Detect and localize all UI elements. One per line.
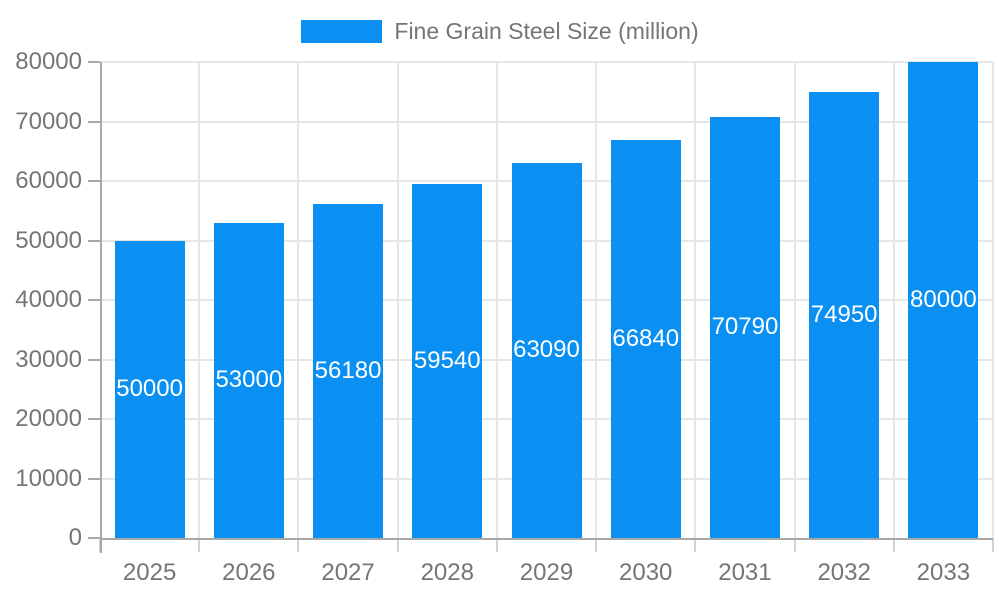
x-tick — [892, 538, 895, 552]
x-axis-tick-label: 2031 — [718, 559, 772, 586]
y-axis-tick-label: 0 — [68, 524, 82, 551]
x-axis-line — [100, 538, 993, 540]
x-axis-tick-label: 2032 — [817, 559, 871, 586]
x-tick — [198, 538, 201, 552]
legend-swatch — [301, 19, 383, 43]
v-gridline — [694, 62, 697, 538]
x-axis-tick-label: 2025 — [122, 559, 177, 586]
x-tick — [992, 538, 994, 552]
x-tick — [694, 538, 697, 552]
bar — [412, 183, 483, 538]
bar — [511, 162, 582, 538]
bar-value-label: 56180 — [314, 356, 382, 384]
y-axis-tick-label: 80000 — [15, 48, 82, 75]
v-gridline — [396, 62, 399, 538]
x-axis-tick-label: 2028 — [420, 559, 474, 586]
y-axis-tick-label: 10000 — [15, 464, 82, 492]
bar-value-label: 70790 — [711, 313, 779, 341]
legend: Fine Grain Steel Size (million) — [0, 18, 1000, 44]
v-gridline — [793, 62, 796, 538]
y-axis-tick-label: 30000 — [15, 345, 82, 373]
x-tick — [595, 538, 598, 552]
bar-value-label: 74950 — [810, 301, 878, 329]
x-axis-tick-label: 2026 — [222, 559, 276, 586]
y-tick — [88, 358, 100, 361]
v-gridline — [495, 62, 498, 538]
bar — [610, 140, 681, 538]
y-tick — [88, 477, 100, 480]
y-tick — [88, 299, 100, 301]
y-axis-tick-label: 40000 — [15, 286, 82, 313]
bar-value-label: 50000 — [116, 375, 183, 403]
v-gridline — [892, 62, 895, 538]
bar-value-label: 80000 — [910, 286, 977, 313]
v-gridline — [992, 62, 994, 538]
bar — [313, 203, 384, 538]
bar — [114, 240, 185, 538]
h-gridline — [100, 61, 993, 63]
y-axis-line — [100, 62, 102, 553]
legend-label: Fine Grain Steel Size (million) — [394, 17, 699, 44]
bar-value-label: 53000 — [215, 366, 283, 394]
h-gridline — [100, 120, 993, 123]
y-tick — [88, 120, 100, 123]
y-tick — [88, 239, 100, 242]
v-gridline — [595, 62, 598, 538]
y-tick — [88, 537, 100, 539]
v-gridline — [297, 62, 300, 538]
bar-value-label: 59540 — [413, 346, 481, 374]
bar — [908, 62, 979, 538]
x-axis-tick-label: 2030 — [619, 559, 673, 586]
y-axis-tick-label: 60000 — [15, 167, 82, 194]
bar — [809, 92, 880, 538]
y-axis-tick-label: 20000 — [15, 405, 82, 432]
x-axis-tick-label: 2029 — [519, 559, 574, 586]
bar — [213, 222, 284, 538]
x-tick — [793, 538, 796, 552]
x-tick — [297, 538, 300, 552]
y-tick — [88, 61, 100, 63]
y-tick — [88, 180, 100, 182]
y-axis-tick-label: 70000 — [15, 107, 82, 135]
bar-value-label: 66840 — [612, 325, 680, 353]
x-axis-tick-label: 2033 — [916, 559, 971, 586]
x-tick — [396, 538, 399, 552]
bar-value-label: 63090 — [513, 336, 580, 364]
y-tick — [88, 418, 100, 420]
y-axis-tick-label: 50000 — [15, 226, 82, 254]
bar — [709, 116, 780, 538]
x-axis-tick-label: 2027 — [321, 559, 375, 586]
x-tick — [495, 538, 498, 552]
v-gridline — [198, 62, 201, 538]
